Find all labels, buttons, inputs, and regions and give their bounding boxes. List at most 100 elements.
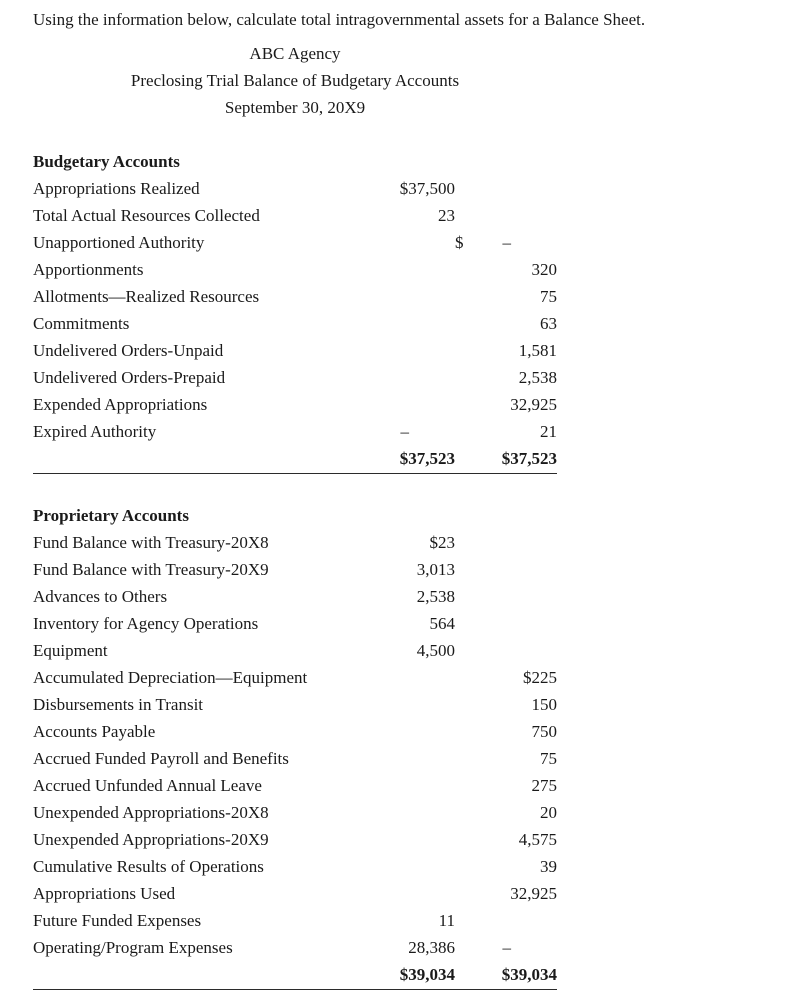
- credit-amount: [455, 175, 557, 202]
- debit-amount: [363, 880, 455, 907]
- account-label: Cumulative Results of Operations: [33, 857, 264, 876]
- debit-amount: [363, 718, 455, 745]
- section-title-budgetary: Budgetary Accounts: [33, 152, 180, 171]
- debit-amount: [363, 826, 455, 853]
- debit-amount: [363, 310, 455, 337]
- credit-amount: 2,538: [518, 368, 557, 387]
- account-label: Unapportioned Authority: [33, 233, 205, 252]
- account-label: Appropriations Realized: [33, 179, 200, 198]
- account-label: Commitments: [33, 314, 130, 333]
- debit-amount: 23: [438, 206, 455, 225]
- budgetary-totals-row: $37,523 $37,523: [33, 445, 557, 474]
- budgetary-section: Budgetary Accounts Appropriations Realiz…: [33, 148, 802, 474]
- debit-amount: $37,500: [399, 179, 455, 198]
- account-label: Accrued Unfunded Annual Leave: [33, 776, 262, 795]
- debit-amount: 2,538: [416, 587, 455, 606]
- table-row: Advances to Others 2,538: [33, 583, 557, 610]
- table-row: Future Funded Expenses 11: [33, 907, 557, 934]
- debit-amount: 4,500: [416, 641, 455, 660]
- report-header: ABC Agency Preclosing Trial Balance of B…: [33, 40, 557, 121]
- question-text: Using the information below, calculate t…: [33, 10, 646, 29]
- account-label: Appropriations Used: [33, 884, 176, 903]
- table-row: Appropriations Realized $37,500: [33, 175, 557, 202]
- credit-value: –: [502, 233, 512, 252]
- budgetary-rows: Appropriations Realized $37,500 Total Ac…: [33, 175, 802, 445]
- table-row: Accrued Funded Payroll and Benefits 75: [33, 745, 557, 772]
- debit-amount: [363, 853, 455, 880]
- proprietary-total-debit: $39,034: [399, 965, 455, 984]
- credit-amount: –: [502, 938, 512, 957]
- debit-amount: –: [400, 422, 410, 441]
- table-row: Unapportioned Authority $ –: [33, 229, 557, 256]
- credit-amount: [455, 529, 557, 556]
- debit-amount: $23: [429, 533, 456, 552]
- account-label: Fund Balance with Treasury-20X8: [33, 533, 269, 552]
- debit-amount: [363, 691, 455, 718]
- debit-amount: [363, 799, 455, 826]
- credit-amount: 75: [540, 287, 557, 306]
- currency-symbol: $: [455, 233, 464, 252]
- account-label: Unexpended Appropriations-20X8: [33, 803, 269, 822]
- credit-amount: 32,925: [510, 884, 557, 903]
- account-label: Total Actual Resources Collected: [33, 206, 260, 225]
- credit-amount: 320: [531, 260, 558, 279]
- table-row: Fund Balance with Treasury-20X8 $23: [33, 529, 557, 556]
- agency-name: ABC Agency: [249, 44, 341, 63]
- account-label: Inventory for Agency Operations: [33, 614, 259, 633]
- debit-amount: [363, 337, 455, 364]
- debit-amount: 564: [429, 614, 456, 633]
- table-row: Accumulated Depreciation—Equipment $225: [33, 664, 557, 691]
- credit-amount: [455, 202, 557, 229]
- table-row: Expended Appropriations 32,925: [33, 391, 557, 418]
- table-row: Appropriations Used 32,925: [33, 880, 557, 907]
- table-row: Unexpended Appropriations-20X8 20: [33, 799, 557, 826]
- table-row: Commitments 63: [33, 310, 557, 337]
- debit-amount: [363, 256, 455, 283]
- credit-amount: [455, 556, 557, 583]
- debit-amount: [363, 229, 455, 256]
- debit-amount: 3,013: [416, 560, 455, 579]
- credit-amount: 275: [531, 776, 558, 795]
- account-label: Accounts Payable: [33, 722, 156, 741]
- account-label: Accrued Funded Payroll and Benefits: [33, 749, 289, 768]
- table-row: Total Actual Resources Collected 23: [33, 202, 557, 229]
- account-label: Unexpended Appropriations-20X9: [33, 830, 269, 849]
- account-label: Undelivered Orders-Unpaid: [33, 341, 224, 360]
- account-label: Disbursements in Transit: [33, 695, 204, 714]
- budgetary-total-credit: $37,523: [501, 449, 557, 468]
- credit-amount: 39: [540, 857, 557, 876]
- table-row: Disbursements in Transit 150: [33, 691, 557, 718]
- totals-label-spacer: [33, 961, 363, 988]
- account-label: Expired Authority: [33, 422, 157, 441]
- table-row: Operating/Program Expenses 28,386 –: [33, 934, 557, 961]
- credit-amount: 750: [531, 722, 558, 741]
- table-row: Fund Balance with Treasury-20X9 3,013: [33, 556, 557, 583]
- table-row: Inventory for Agency Operations 564: [33, 610, 557, 637]
- account-label: Equipment: [33, 641, 108, 660]
- debit-amount: [363, 364, 455, 391]
- table-row: Accounts Payable 750: [33, 718, 557, 745]
- table-row: Cumulative Results of Operations 39: [33, 853, 557, 880]
- credit-amount: 75: [540, 749, 557, 768]
- debit-amount: 28,386: [408, 938, 455, 957]
- debit-amount: [363, 283, 455, 310]
- account-label: Accumulated Depreciation—Equipment: [33, 668, 308, 687]
- credit-amount: 150: [531, 695, 558, 714]
- account-label: Future Funded Expenses: [33, 911, 202, 930]
- debit-amount: [363, 745, 455, 772]
- debit-amount: [363, 772, 455, 799]
- table-row: Undelivered Orders-Prepaid 2,538: [33, 364, 557, 391]
- debit-amount: [363, 391, 455, 418]
- report-title: Preclosing Trial Balance of Budgetary Ac…: [130, 71, 460, 90]
- debit-amount: 11: [438, 911, 455, 930]
- credit-amount: 63: [540, 314, 557, 333]
- credit-amount: [455, 907, 557, 934]
- table-row: Undelivered Orders-Unpaid 1,581: [33, 337, 557, 364]
- credit-amount: $225: [523, 668, 557, 687]
- proprietary-totals-row: $39,034 $39,034: [33, 961, 557, 990]
- account-label: Advances to Others: [33, 587, 168, 606]
- debit-amount: [363, 664, 455, 691]
- credit-amount: 20: [540, 803, 557, 822]
- credit-amount: [455, 610, 557, 637]
